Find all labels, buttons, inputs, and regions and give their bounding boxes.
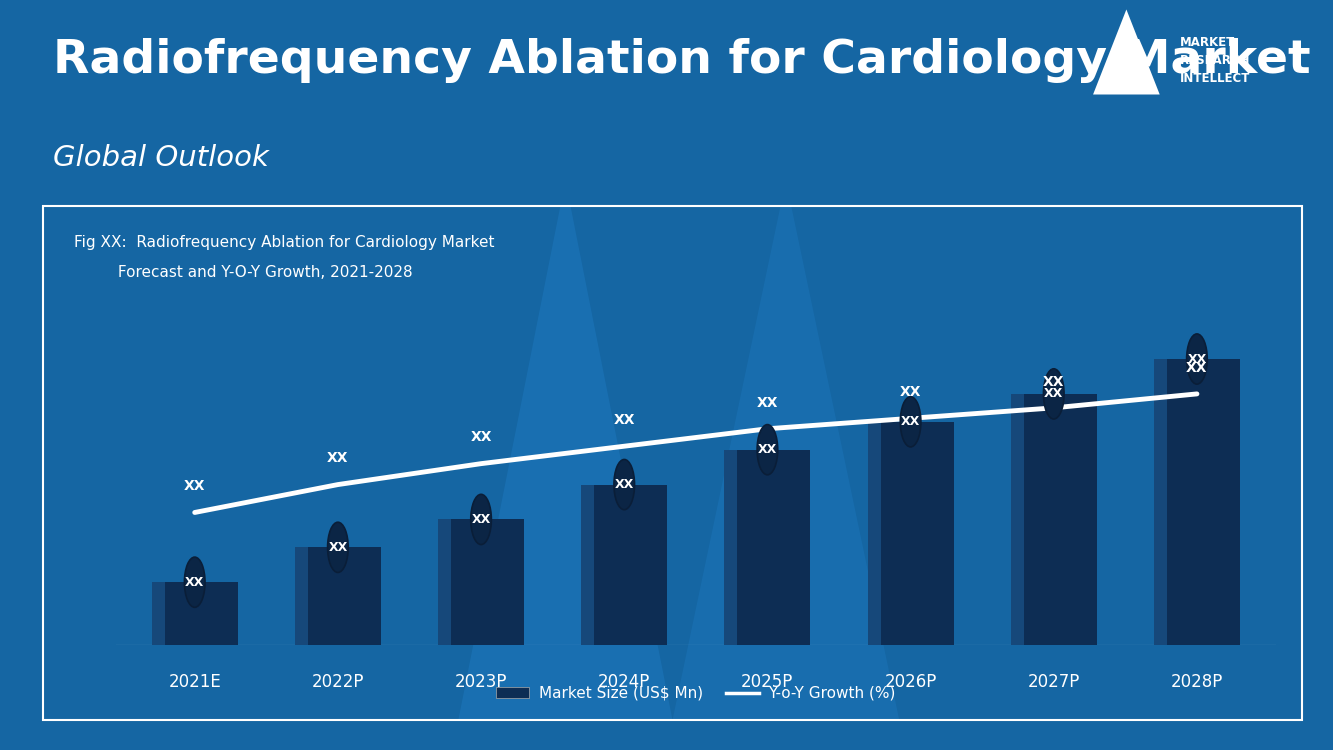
Bar [439, 520, 451, 645]
Bar [152, 582, 237, 645]
Text: XX: XX [757, 395, 778, 410]
Bar [581, 484, 668, 645]
Text: XX: XX [184, 479, 205, 494]
Bar [724, 450, 737, 645]
Polygon shape [459, 181, 672, 720]
Text: Forecast and Y-O-Y Growth, 2021-2028: Forecast and Y-O-Y Growth, 2021-2028 [75, 266, 413, 280]
Bar [868, 422, 953, 645]
Bar [295, 548, 381, 645]
Legend: Market Size (US$ Mn), Y-o-Y Growth (%): Market Size (US$ Mn), Y-o-Y Growth (%) [489, 680, 902, 707]
Text: 2024P: 2024P [599, 673, 651, 691]
Circle shape [471, 494, 492, 544]
Text: XX: XX [1044, 388, 1064, 400]
Text: 2023P: 2023P [455, 673, 508, 691]
Text: 2026P: 2026P [884, 673, 937, 691]
Text: XX: XX [472, 513, 491, 526]
Text: XX: XX [328, 541, 348, 554]
Circle shape [1186, 334, 1208, 384]
Bar [724, 450, 810, 645]
Bar [868, 422, 881, 645]
Text: 2025P: 2025P [741, 673, 793, 691]
Circle shape [900, 397, 921, 447]
Text: XX: XX [613, 413, 635, 427]
Text: XX: XX [1042, 375, 1065, 388]
Text: XX: XX [615, 478, 635, 491]
Text: Radiofrequency Ablation for Cardiology Market: Radiofrequency Ablation for Cardiology M… [53, 38, 1310, 83]
Circle shape [615, 460, 635, 510]
Polygon shape [672, 181, 900, 720]
Text: 2021E: 2021E [168, 673, 221, 691]
Text: XX: XX [757, 443, 777, 456]
Text: XX: XX [1188, 352, 1206, 365]
Circle shape [757, 424, 777, 475]
Text: XX: XX [471, 430, 492, 445]
Text: XX: XX [900, 386, 921, 399]
Bar [1154, 359, 1166, 645]
Bar [1010, 394, 1097, 645]
Text: XX: XX [327, 452, 349, 466]
Bar [295, 548, 308, 645]
Bar [439, 520, 524, 645]
Bar [152, 582, 165, 645]
Text: XX: XX [901, 416, 920, 428]
Text: Fig XX:  Radiofrequency Ablation for Cardiology Market: Fig XX: Radiofrequency Ablation for Card… [75, 235, 495, 250]
Text: 2027P: 2027P [1028, 673, 1080, 691]
Polygon shape [1093, 10, 1160, 94]
Circle shape [328, 522, 348, 572]
Text: 2028P: 2028P [1170, 673, 1224, 691]
Bar [1154, 359, 1240, 645]
Text: XX: XX [185, 576, 204, 589]
Text: 2022P: 2022P [312, 673, 364, 691]
Text: XX: XX [1186, 361, 1208, 375]
Circle shape [1044, 369, 1064, 419]
Text: MARKET
RESEARCH
INTELLECT: MARKET RESEARCH INTELLECT [1180, 36, 1250, 86]
Bar [1010, 394, 1024, 645]
Bar [581, 484, 595, 645]
Circle shape [184, 557, 205, 608]
Text: Global Outlook: Global Outlook [53, 144, 269, 172]
